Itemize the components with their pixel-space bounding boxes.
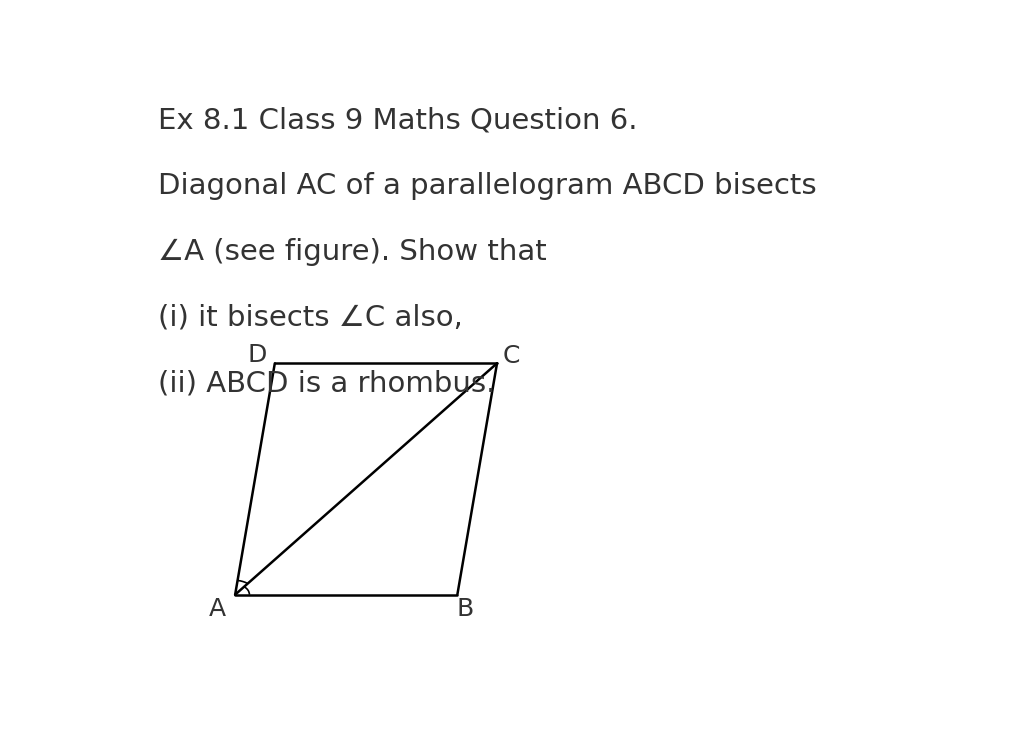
Text: (ii) ABCD is a rhombus.: (ii) ABCD is a rhombus.	[158, 370, 496, 397]
Text: D: D	[248, 343, 267, 367]
Text: A: A	[209, 597, 226, 621]
Text: C: C	[503, 344, 520, 369]
Text: B: B	[457, 597, 474, 621]
Text: Diagonal AC of a parallelogram ABCD bisects: Diagonal AC of a parallelogram ABCD bise…	[158, 172, 817, 200]
Text: (i) it bisects ∠C also,: (i) it bisects ∠C also,	[158, 303, 463, 332]
Text: ∠A (see figure). Show that: ∠A (see figure). Show that	[158, 238, 547, 266]
Text: Ex 8.1 Class 9 Maths Question 6.: Ex 8.1 Class 9 Maths Question 6.	[158, 106, 638, 134]
